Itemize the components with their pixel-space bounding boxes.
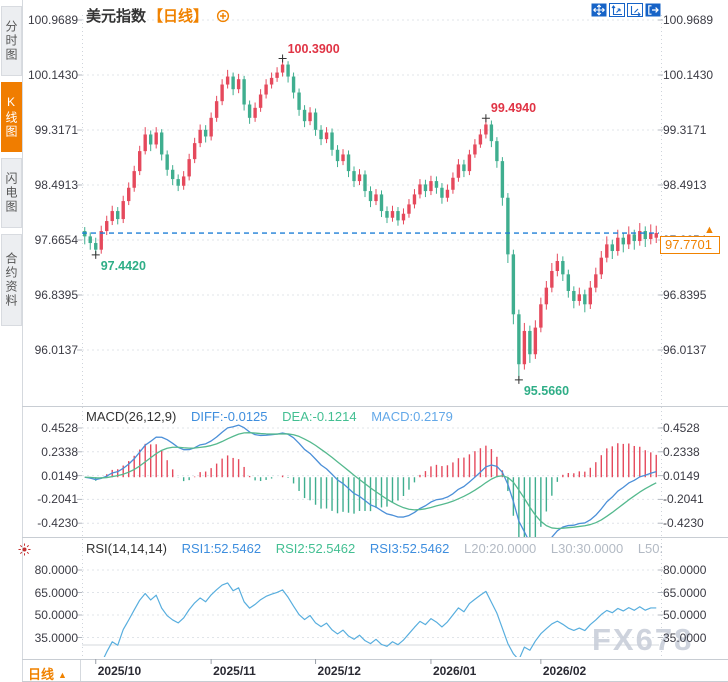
- macd-axis-label-right: 0.0149: [663, 468, 700, 483]
- scale-y-axis-icon[interactable]: [609, 3, 625, 17]
- x-axis-label: 2025/11: [213, 664, 256, 678]
- exit-restore-icon[interactable]: [645, 3, 661, 17]
- chart-toolbar: [591, 3, 661, 17]
- price-axis-label-left: 96.8395: [34, 288, 78, 302]
- period-selector-label: 日线: [28, 667, 55, 682]
- macd-axis-label-right: 0.4528: [663, 421, 700, 435]
- price-up-arrow-icon: ▲: [704, 224, 715, 236]
- rsi-l50-value: L50:: [637, 541, 664, 556]
- macd-axis-label-left: 0.2338: [41, 444, 78, 459]
- macd-macd-value: MACD:0.2179: [371, 409, 453, 424]
- x-axis-label: 2025/12: [317, 664, 361, 678]
- price-annotation: 97.4420: [100, 258, 146, 273]
- x-axis-label: 2025/10: [97, 664, 142, 678]
- symbol-name: 美元指数: [86, 8, 147, 25]
- pan-crosshair-icon[interactable]: [591, 3, 607, 17]
- rsi-axis-label-left: 65.0000: [34, 585, 78, 600]
- x-axis-label: 2026/01: [432, 664, 477, 678]
- sidebar-tab-kline-chart[interactable]: K线图: [1, 82, 22, 152]
- sidebar-tab-contract-info[interactable]: 合约资料: [1, 234, 22, 326]
- price-axis-label-left: 96.0137: [34, 343, 78, 357]
- price-axis-label-left: 98.4913: [34, 178, 78, 192]
- indicator-settings-icon[interactable]: [18, 543, 31, 556]
- macd-title: MACD(26,12,9): [86, 409, 177, 424]
- rsi-axis-label-left: 80.0000: [34, 563, 78, 577]
- price-axis-label-right: 96.8395: [663, 288, 707, 302]
- macd-axis-label-left: 0.0149: [41, 468, 78, 483]
- scale-x-axis-icon[interactable]: [627, 3, 643, 17]
- price-annotation: 95.5660: [523, 383, 570, 398]
- macd-axis-label-right: -0.2041: [663, 492, 704, 507]
- price-axis-label-left: 97.6654: [34, 233, 78, 247]
- price-axis-label-left: 99.3171: [34, 123, 78, 137]
- sidebar-tab-flash-chart[interactable]: 闪电图: [1, 158, 22, 228]
- rsi-title: RSI(14,14,14): [86, 541, 167, 556]
- rsi-axis-label-right: 65.0000: [663, 585, 707, 600]
- price-axis-label-right: 98.4913: [663, 178, 707, 192]
- period-selector-arrow-icon: ▲: [58, 670, 67, 680]
- price-annotation: 100.3900: [287, 41, 340, 56]
- macd-dea-value: DEA:-0.1214: [282, 409, 357, 424]
- rsi-header: RSI(14,14,14) RSI1:52.5462 RSI2:52.5462 …: [86, 541, 674, 556]
- macd-axis-label-left: 0.4528: [41, 421, 78, 435]
- x-axis-label: 2026/02: [542, 664, 587, 678]
- rsi3-value: RSI3:52.5462: [369, 541, 450, 556]
- indicator-add-icon[interactable]: [216, 9, 230, 23]
- rsi-l30-value: L30:30.0000: [550, 541, 624, 556]
- rsi-axis-label-right: 35.0000: [663, 630, 707, 645]
- price-axis-label-left: 100.9689: [28, 13, 79, 27]
- rsi-l20-value: L20:20.0000: [463, 541, 537, 556]
- rsi-axis-label-right: 80.0000: [663, 563, 707, 577]
- price-axis-label-right: 96.0137: [663, 343, 707, 357]
- chart-title: 美元指数 【日线】: [86, 5, 230, 26]
- price-axis-label-right: 99.3171: [663, 123, 707, 137]
- rsi1-value: RSI1:52.5462: [181, 541, 262, 556]
- rsi-axis-label-right: 50.0000: [663, 608, 707, 622]
- macd-axis-label-right: -0.4230: [663, 516, 704, 531]
- macd-axis-label-left: -0.2041: [37, 492, 78, 507]
- sidebar-tab-time-chart[interactable]: 分时图: [1, 6, 22, 76]
- macd-diff-value: DIFF:-0.0125: [190, 409, 268, 424]
- price-axis-label-right: 100.1430: [663, 68, 714, 82]
- macd-axis-label-left: -0.4230: [37, 516, 78, 531]
- period-selector[interactable]: 日线 ▲: [28, 664, 67, 682]
- price-axis-label-right: 100.9689: [663, 13, 714, 27]
- macd-axis-label-right: 0.2338: [663, 444, 700, 459]
- price-axis-label-left: 100.1430: [28, 68, 79, 82]
- period-tag: 【日线】: [148, 8, 209, 25]
- rsi2-value: RSI2:52.5462: [275, 541, 356, 556]
- price-annotation: 99.4940: [490, 101, 537, 116]
- macd-header: MACD(26,12,9) DIFF:-0.0125 DEA:-0.1214 M…: [86, 409, 464, 424]
- watermark: FX678: [592, 622, 694, 657]
- rsi-axis-label-left: 50.0000: [34, 608, 78, 622]
- rsi-axis-label-left: 35.0000: [34, 630, 78, 645]
- current-price-badge: 97.7701: [660, 236, 720, 254]
